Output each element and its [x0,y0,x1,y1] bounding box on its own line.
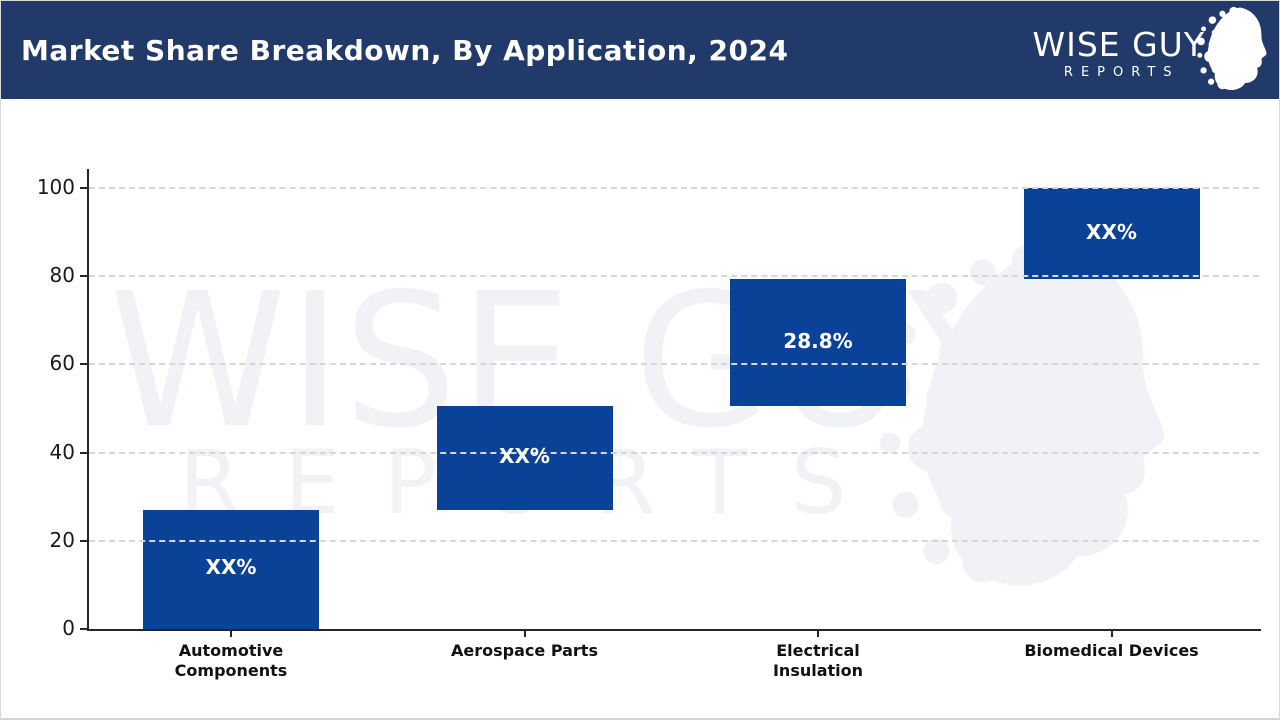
y-tick-label: 80 [49,263,75,288]
category-label: Biomedical Devices [1024,641,1199,660]
y-tick-label: 0 [62,616,75,640]
x-tick-mark [523,631,526,637]
y-tick-label: 20 [49,527,75,552]
horizontal-gridline [89,539,1259,542]
horizontal-gridline [89,451,1259,454]
bar-value-label: XX% [205,555,257,580]
bar-value-label: 28.8% [783,328,853,353]
y-tick-mark [80,628,88,630]
horizontal-gridline [89,363,1259,366]
bar-value-label: XX% [499,444,550,469]
y-tick-mark [80,275,88,278]
horizontal-gridline [89,187,1259,189]
category-label: Electrical Insulation [772,641,864,680]
market-share-bar [143,509,319,629]
x-tick-mark [817,631,819,637]
brand-name: WISE GUY [1032,24,1205,64]
y-tick-label: 40 [49,439,75,464]
page-title: Market Share Breakdown, By Application, … [21,33,789,67]
brand-subname: REPORTS [1063,64,1180,80]
y-axis-line [87,169,89,631]
y-tick-mark [80,451,88,454]
header-band: Market Share Breakdown, By Application, … [1,1,1279,99]
category-label: Automotive Components [174,641,288,680]
y-tick-mark [80,363,88,366]
market-share-bar [730,279,906,407]
brand-logo: WISE GUY REPORTS [1032,5,1269,93]
brand-logo-text: WISE GUY REPORTS [1032,25,1205,80]
y-tick-mark [80,539,88,542]
y-tick-label: 60 [49,351,75,376]
bar-value-label: XX% [1086,219,1137,244]
x-tick-mark [1110,631,1113,637]
market-share-bar [436,406,613,510]
market-share-bar [1023,188,1200,280]
dotted-face-profile-icon [1191,5,1269,93]
horizontal-gridline [89,275,1259,278]
x-axis-line [87,629,1261,631]
y-tick-mark [80,187,88,189]
y-tick-label: 100 [36,175,75,199]
category-label: Aerospace Parts [451,641,598,660]
x-tick-mark [230,631,232,637]
